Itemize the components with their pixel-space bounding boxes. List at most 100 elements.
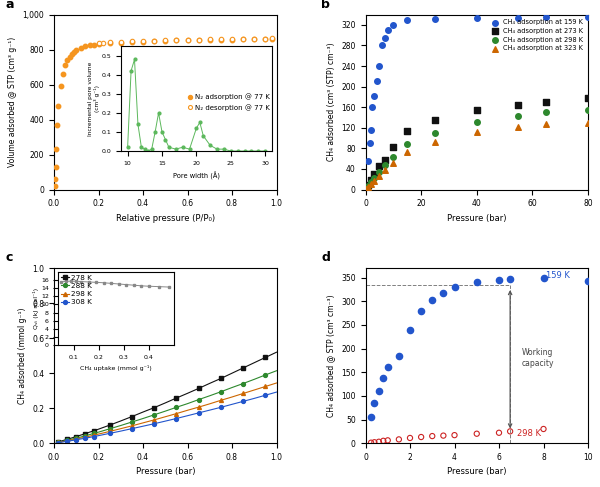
CH₄ adsorption at 298 K (366, 178, 376, 186)
Point (370, 438, 379, 446)
278 K (139, 409, 146, 415)
N₂ adsorption @ 77 K (55, 103, 62, 109)
298 K (68, 437, 76, 443)
308 K (151, 421, 158, 427)
298 K (64, 438, 71, 444)
278 K (273, 349, 280, 355)
Point (416, 307, 426, 315)
CH₄ adsorption at 323 K (430, 138, 440, 146)
CH₄ adsorption at 159 K (383, 26, 392, 34)
N₂ adsorption @ 77 K (206, 37, 214, 43)
Point (405, 326, 415, 334)
Point (383, 436, 392, 444)
N₂ desorption @ 77 K (229, 36, 236, 42)
CH₄ adsorption at 298 K (430, 129, 440, 137)
308 K (91, 433, 98, 439)
Y-axis label: CH₄ adsorbed (mmol g⁻¹): CH₄ adsorbed (mmol g⁻¹) (17, 307, 26, 404)
288 K (151, 412, 158, 418)
298 K (195, 404, 202, 410)
N₂ adsorption @ 77 K (239, 37, 247, 42)
CH₄ adsorption at 273 K (374, 163, 384, 170)
N₂ desorption @ 77 K (195, 37, 202, 42)
278 K (68, 435, 76, 441)
Point (439, 289, 448, 297)
298 K (95, 431, 102, 437)
Y-axis label: CH₄ adsorbed @ STP (cm³ cm⁻³): CH₄ adsorbed @ STP (cm³ cm⁻³) (326, 295, 335, 417)
CH₄ adsorption at 159 K (362, 184, 371, 192)
CH₄ adsorption at 323 K (369, 177, 379, 185)
Y-axis label: Volume adsorbed @ STP (cm³ g⁻¹): Volume adsorbed @ STP (cm³ g⁻¹) (8, 37, 17, 167)
298 K (161, 414, 169, 420)
CH₄ adsorption at 298 K (541, 109, 551, 116)
298 K (55, 440, 62, 446)
N₂ adsorption @ 77 K (59, 71, 67, 77)
Point (370, 399, 379, 407)
308 K (117, 428, 124, 434)
Point (583, 278, 593, 285)
308 K (68, 438, 76, 444)
Text: d: d (321, 251, 330, 264)
CH₄ adsorption at 159 K (369, 92, 379, 100)
Point (394, 352, 404, 359)
CH₄ adsorption at 298 K (362, 184, 371, 192)
Point (379, 437, 388, 445)
308 K (173, 415, 180, 421)
308 K (73, 437, 80, 443)
N₂ adsorption @ 77 K (161, 38, 169, 44)
CH₄ adsorption at 159 K (377, 41, 387, 49)
298 K (91, 432, 98, 438)
CH₄ adsorption at 159 K (364, 157, 373, 165)
CH₄ adsorption at 159 K (583, 13, 593, 21)
Point (394, 435, 404, 443)
N₂ desorption @ 77 K (173, 37, 180, 43)
N₂ adsorption @ 77 K (117, 39, 124, 45)
CH₄ adsorption at 298 K (472, 118, 482, 126)
278 K (106, 422, 113, 428)
278 K (128, 413, 136, 419)
CH₄ adsorption at 159 K (374, 62, 384, 70)
X-axis label: Pressure (bar): Pressure (bar) (136, 468, 195, 476)
N₂ desorption @ 77 K (184, 37, 191, 43)
Y-axis label: CH₄ adsorbed (cm³ (STP) cm⁻³): CH₄ adsorbed (cm³ (STP) cm⁻³) (327, 43, 336, 161)
308 K (82, 435, 89, 441)
288 K (206, 393, 214, 399)
308 K (184, 413, 191, 419)
N₂ adsorption @ 77 K (86, 42, 93, 48)
288 K (139, 415, 146, 421)
N₂ adsorption @ 77 K (184, 37, 191, 43)
N₂ adsorption @ 77 K (151, 38, 158, 44)
298 K (251, 387, 258, 393)
N₂ desorption @ 77 K (95, 40, 102, 46)
N₂ desorption @ 77 K (117, 38, 124, 44)
288 K (68, 436, 76, 442)
278 K (195, 386, 202, 392)
CH₄ adsorption at 298 K (514, 112, 523, 120)
Text: 159 K: 159 K (546, 271, 569, 280)
CH₄ adsorption at 323 K (541, 120, 551, 128)
278 K (206, 380, 214, 386)
CH₄ adsorption at 298 K (389, 153, 398, 161)
CH₄ adsorption at 323 K (380, 166, 390, 174)
288 K (273, 368, 280, 374)
N₂ adsorption @ 77 K (54, 122, 61, 128)
308 K (195, 410, 202, 416)
278 K (173, 395, 180, 401)
X-axis label: Pressure (bar): Pressure (bar) (447, 468, 506, 476)
308 K (59, 439, 67, 445)
308 K (86, 434, 93, 440)
N₂ desorption @ 77 K (262, 36, 269, 41)
N₂ desorption @ 77 K (268, 36, 275, 41)
N₂ desorption @ 77 K (106, 39, 113, 45)
308 K (251, 395, 258, 401)
N₂ adsorption @ 77 K (106, 40, 113, 46)
Point (366, 439, 376, 447)
Text: c: c (5, 251, 13, 264)
298 K (262, 384, 269, 390)
CH₄ adsorption at 159 K (514, 14, 523, 21)
N₂ adsorption @ 77 K (262, 36, 269, 42)
288 K (86, 431, 93, 437)
N₂ desorption @ 77 K (206, 37, 214, 42)
CH₄ adsorption at 298 K (369, 174, 379, 182)
N₂ adsorption @ 77 K (64, 57, 71, 63)
CH₄ adsorption at 273 K (389, 144, 398, 151)
